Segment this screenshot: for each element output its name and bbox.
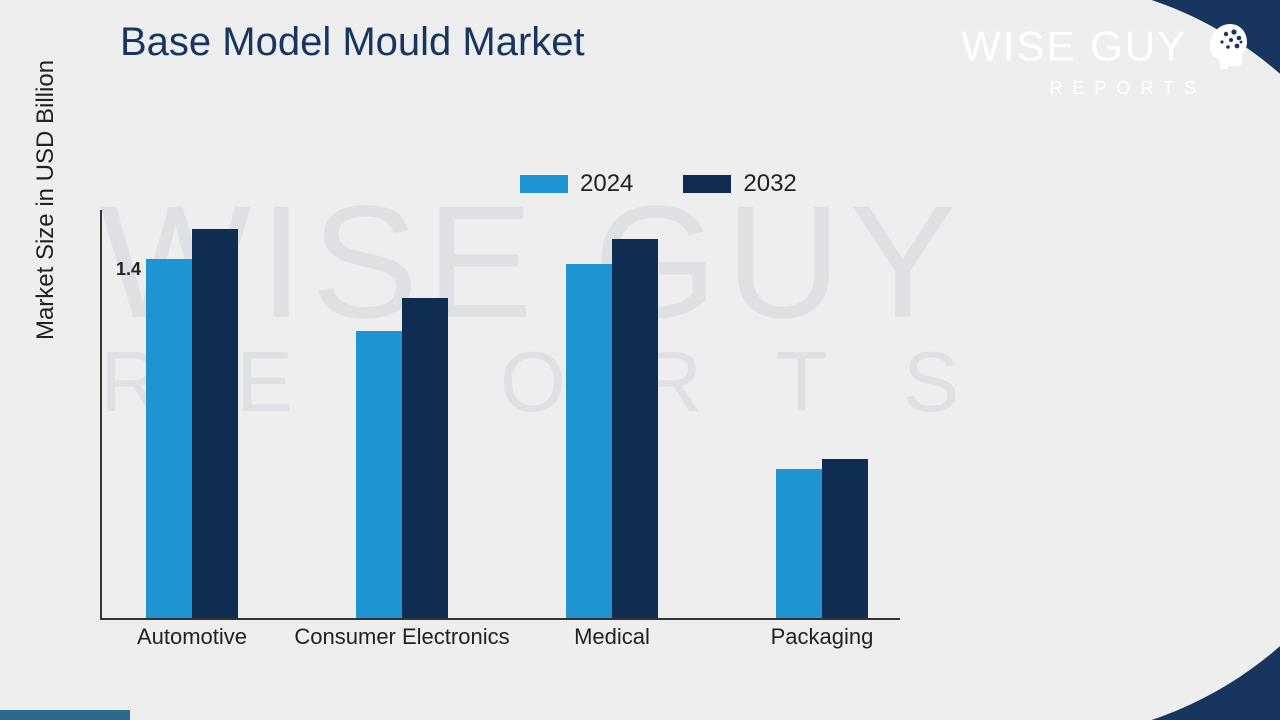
x-axis-label: Medical (502, 624, 722, 650)
brand-logo-main: WISE GUY (961, 22, 1250, 77)
brand-logo-sub: REPORTS (961, 79, 1206, 97)
bar (146, 259, 192, 618)
bar (356, 331, 402, 618)
x-axis-label: Consumer Electronics (292, 624, 512, 650)
bar (566, 264, 612, 618)
x-axis-label: Packaging (712, 624, 932, 650)
brand-logo: WISE GUY REPORTS (961, 22, 1250, 97)
y-axis-label: Market Size in USD Billion (32, 60, 60, 340)
bar (402, 298, 448, 618)
x-axis-label: Automotive (82, 624, 302, 650)
brain-head-icon (1206, 22, 1250, 77)
bar (192, 229, 238, 619)
brand-logo-text: WISE GUY (961, 23, 1186, 70)
report-canvas: WISE GUY REPORTS WISE GUY REPORTS (0, 0, 1280, 720)
plot-region: AutomotiveConsumer ElectronicsMedicalPac… (100, 210, 900, 620)
bar (822, 459, 868, 618)
bar (776, 469, 822, 618)
page-title: Base Model Mould Market (120, 20, 585, 65)
chart-area: AutomotiveConsumer ElectronicsMedicalPac… (100, 160, 900, 620)
bar (612, 239, 658, 618)
bar-value-label: 1.4 (116, 259, 141, 280)
bottom-accent-bar (0, 710, 130, 720)
